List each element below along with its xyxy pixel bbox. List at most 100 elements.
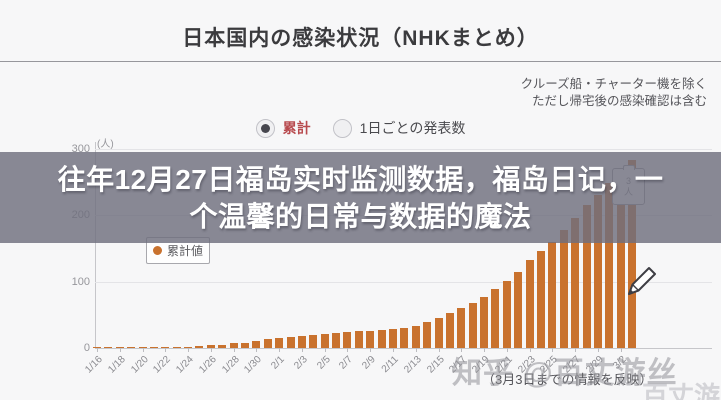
x-tick-mark <box>233 348 235 352</box>
x-tick-mark <box>188 348 190 352</box>
bar-2/28[interactable] <box>582 205 591 348</box>
bar-3/3[interactable] <box>628 160 636 348</box>
bar-2/4[interactable] <box>309 335 318 348</box>
bar-2/3[interactable] <box>297 336 306 348</box>
title-divider <box>0 61 721 62</box>
bar-1/28[interactable] <box>229 343 238 348</box>
gridline-300 <box>95 149 712 150</box>
bar-1/24[interactable] <box>184 347 193 348</box>
x-tick-mark <box>301 348 303 352</box>
bar-1/20[interactable] <box>138 347 147 348</box>
bar-2/16[interactable] <box>445 313 454 348</box>
x-tick-mark <box>97 348 98 352</box>
bar-2/29[interactable] <box>593 195 602 348</box>
y-tick-label-0: 0 <box>83 342 90 354</box>
bar-1/19[interactable] <box>127 347 136 348</box>
bar-1/22[interactable] <box>161 347 170 348</box>
bar-2/10[interactable] <box>377 330 386 348</box>
x-tick-mark <box>210 348 212 352</box>
bar-2/11[interactable] <box>389 329 397 348</box>
headline-line-2: 个温馨的日常与数据的魔法 <box>189 200 532 232</box>
gridline-100 <box>95 282 712 283</box>
bar-2/20[interactable] <box>491 289 500 348</box>
x-tick-mark <box>438 348 440 352</box>
x-tick-mark <box>461 348 463 352</box>
x-tick-mark <box>620 348 622 352</box>
page-title: 日本国内の感染状況（NHKまとめ） <box>182 27 539 50</box>
bar-2/17[interactable] <box>457 308 466 348</box>
x-tick-mark <box>142 348 144 352</box>
radio-daily-label[interactable]: 1日ごとの発表数 <box>359 120 466 136</box>
chart-caveat-note: クルーズ船・チャーター機を除く ただし帰宅後の感染確認は含む <box>521 76 707 110</box>
bar-2/24[interactable] <box>536 251 545 348</box>
bar-1/18[interactable] <box>115 347 124 348</box>
x-tick-mark <box>393 348 394 352</box>
headline-banner: 往年12月27日福岛实时监测数据，福岛日记，一 个温馨的日常与数据的魔法 <box>0 152 721 243</box>
bar-1/30[interactable] <box>252 341 261 348</box>
bar-2/14[interactable] <box>423 322 432 348</box>
data-cutoff-footnote: （3月3日までの情報を反映） <box>482 372 653 387</box>
x-axis-line <box>95 348 712 349</box>
bar-2/26[interactable] <box>559 230 568 348</box>
bar-3/1[interactable] <box>605 183 614 348</box>
bar-1/21[interactable] <box>149 347 158 348</box>
caveat-line-2: ただし帰宅後の感染確認は含む <box>531 94 707 108</box>
x-tick-mark <box>415 348 417 352</box>
x-tick-mark <box>324 348 326 352</box>
legend-box: 累計値 <box>146 237 210 264</box>
bar-2/7[interactable] <box>343 332 352 348</box>
series-toggle: 累計 1日ごとの発表数 <box>0 118 721 138</box>
x-tick-mark <box>597 348 599 352</box>
radio-cumulative[interactable] <box>255 118 275 138</box>
x-tick-mark <box>575 348 577 352</box>
bar-2/8[interactable] <box>354 331 363 348</box>
bar-2/18[interactable] <box>468 303 477 348</box>
x-tick-mark <box>484 348 485 352</box>
bar-1/27[interactable] <box>218 345 227 348</box>
headline-line-1: 往年12月27日福岛实时监测数据，福岛日记，一 <box>57 163 664 195</box>
radio-cumulative-label[interactable]: 累計 <box>282 120 311 136</box>
bar-2/22[interactable] <box>514 272 523 348</box>
x-tick-mark <box>256 348 258 352</box>
bar-2/9[interactable] <box>366 331 375 348</box>
bar-2/12[interactable] <box>400 328 409 348</box>
bar-2/6[interactable] <box>332 333 340 348</box>
x-tick-mark <box>347 348 349 352</box>
bar-2/5[interactable] <box>320 334 329 348</box>
watermark-fragment: 百丈游丝 <box>642 381 721 400</box>
bar-1/16[interactable] <box>93 347 101 348</box>
y-axis-unit-label: (人) <box>97 139 114 150</box>
bar-2/1[interactable] <box>275 338 284 348</box>
bar-1/25[interactable] <box>195 346 204 348</box>
x-tick-mark <box>506 348 508 352</box>
y-tick-label-100: 100 <box>71 276 90 288</box>
bar-2/25[interactable] <box>548 242 557 348</box>
bar-2/15[interactable] <box>434 318 443 348</box>
watermark-text: 知乎 @百丈游丝 <box>452 357 678 390</box>
bar-2/21[interactable] <box>502 281 511 348</box>
bar-2/27[interactable] <box>571 218 580 348</box>
x-tick-mark <box>279 348 281 352</box>
legend-series-dot-icon <box>152 246 162 255</box>
bar-2/23[interactable] <box>525 260 534 348</box>
bar-2/19[interactable] <box>480 297 488 348</box>
caveat-line-1: クルーズ船・チャーター機を除く <box>520 77 707 91</box>
x-tick-mark <box>552 348 554 352</box>
x-tick-mark <box>370 348 372 352</box>
bar-1/26[interactable] <box>206 345 215 348</box>
x-tick-mark <box>165 348 167 352</box>
bar-1/29[interactable] <box>241 343 249 348</box>
x-tick-mark <box>119 348 121 352</box>
bar-1/31[interactable] <box>263 339 272 348</box>
bar-1/17[interactable] <box>104 347 113 348</box>
bar-2/13[interactable] <box>411 326 420 348</box>
radio-daily[interactable] <box>332 118 352 138</box>
bar-1/23[interactable] <box>172 347 181 348</box>
bar-2/2[interactable] <box>286 337 295 348</box>
pencil-cursor-icon <box>624 264 658 303</box>
y-axis-line <box>95 142 96 348</box>
bar-3/2[interactable] <box>616 172 625 348</box>
legend-series-label: 累計値 <box>166 244 203 258</box>
x-tick-mark <box>529 348 531 352</box>
